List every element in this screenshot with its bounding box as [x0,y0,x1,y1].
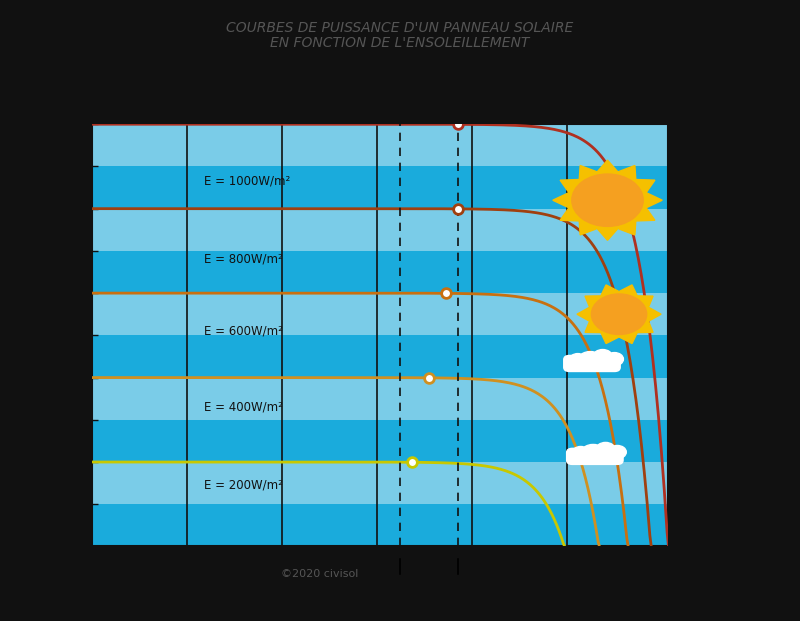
Text: $U_{MPP}$: $U_{MPP}$ [413,589,445,605]
Circle shape [572,446,589,459]
Text: COURBES DE PUISSANCE D'UN PANNEAU SOLAIRE: COURBES DE PUISSANCE D'UN PANNEAU SOLAIR… [226,21,574,35]
Bar [92,166,668,209]
Polygon shape [577,285,661,343]
Text: ©2020 civisol: ©2020 civisol [282,569,358,579]
Circle shape [581,445,606,463]
FancyBboxPatch shape [566,448,623,465]
Circle shape [608,445,626,459]
Circle shape [578,351,602,369]
Circle shape [570,353,586,366]
Text: E = 1000W/m²: E = 1000W/m² [204,175,290,188]
Text: EN FONCTION DE L'ENSOLEILLEMENT: EN FONCTION DE L'ENSOLEILLEMENT [270,37,530,50]
Circle shape [596,442,615,456]
Text: I(A): I(A) [47,93,72,107]
Bar [92,462,668,504]
Circle shape [572,174,643,227]
Text: E = 200W/m²: E = 200W/m² [204,479,283,492]
Text: E = 600W/m²: E = 600W/m² [204,325,283,338]
Text: E = 400W/m²: E = 400W/m² [204,401,283,414]
Text: U(V): U(V) [682,563,713,578]
Circle shape [591,294,646,335]
Bar [92,209,668,251]
Bar [92,420,668,462]
Text: E = 800W/m²: E = 800W/m² [204,253,283,266]
Bar [92,378,668,420]
Bar [92,251,668,293]
Circle shape [606,353,623,366]
FancyBboxPatch shape [564,355,620,371]
Polygon shape [553,160,662,240]
Bar [92,293,668,335]
Bar [92,504,668,546]
Circle shape [593,350,612,364]
Bar [92,335,668,378]
Bar [92,124,668,166]
